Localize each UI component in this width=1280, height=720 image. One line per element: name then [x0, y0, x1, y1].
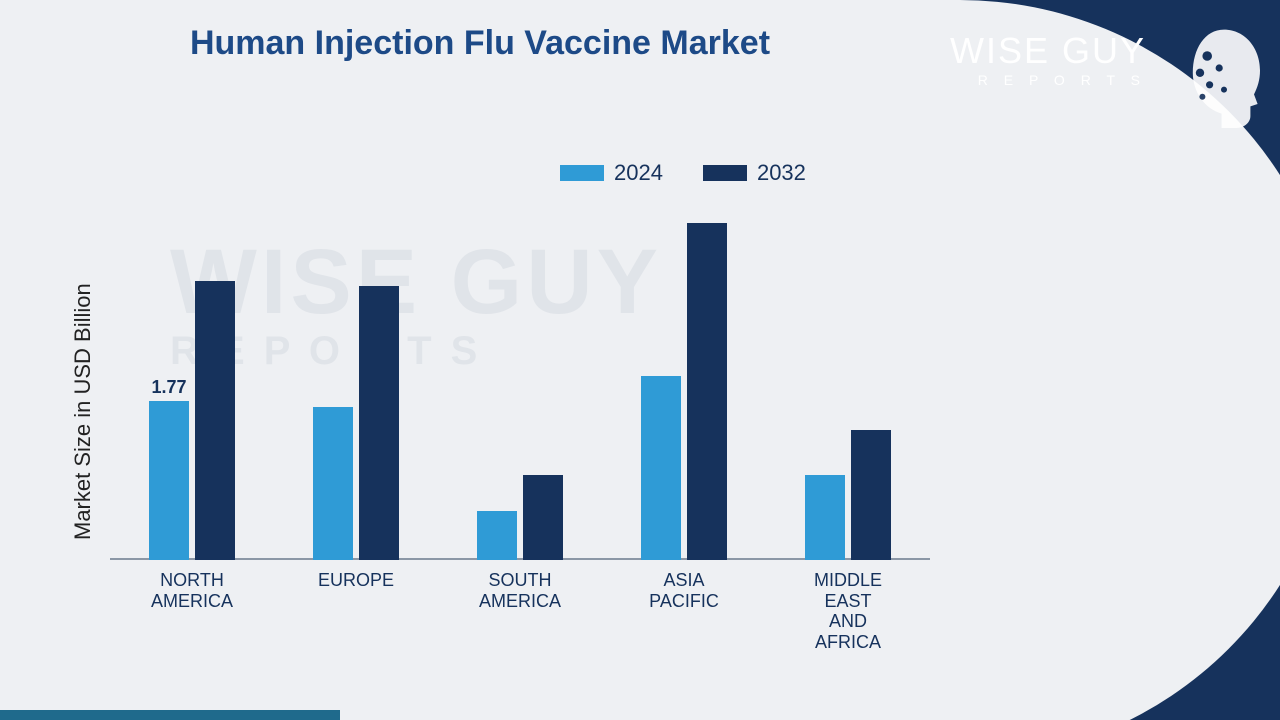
category-label: SOUTHAMERICA	[438, 570, 602, 611]
bar	[641, 376, 681, 561]
bar	[805, 475, 845, 561]
category-label: MIDDLEEASTANDAFRICA	[766, 570, 930, 653]
legend-label-2024: 2024	[614, 160, 663, 186]
legend-swatch-2032	[703, 165, 747, 181]
y-axis-label: Market Size in USD Billion	[70, 283, 96, 540]
plot-area	[110, 200, 930, 560]
chart-title: Human Injection Flu Vaccine Market	[0, 24, 960, 63]
category-label: ASIAPACIFIC	[602, 570, 766, 611]
bar	[195, 281, 235, 560]
bar	[149, 401, 189, 560]
brand-main: WISE GUY	[950, 30, 1146, 72]
legend-item-2032: 2032	[703, 160, 806, 186]
bar-group	[274, 200, 438, 560]
bar-group	[438, 200, 602, 560]
chart-canvas: WISE GUY R E P O R T S WISE GUY R E P O …	[0, 0, 1280, 720]
legend-swatch-2024	[560, 165, 604, 181]
bar-group	[766, 200, 930, 560]
category-label: EUROPE	[274, 570, 438, 591]
legend-item-2024: 2024	[560, 160, 663, 186]
bar-group	[602, 200, 766, 560]
brand-sub: R E P O R T S	[950, 72, 1146, 88]
category-label: NORTHAMERICA	[110, 570, 274, 611]
legend: 2024 2032	[560, 160, 806, 186]
legend-label-2032: 2032	[757, 160, 806, 186]
bottom-accent-strip	[0, 710, 340, 720]
bar	[851, 430, 891, 561]
brand-head-icon	[1152, 20, 1272, 140]
bar	[313, 407, 353, 560]
brand-block: WISE GUY R E P O R T S	[950, 30, 1146, 88]
bar	[523, 475, 563, 561]
bar	[687, 223, 727, 561]
bar	[477, 511, 517, 561]
bar	[359, 286, 399, 561]
value-label: 1.77	[143, 377, 195, 398]
